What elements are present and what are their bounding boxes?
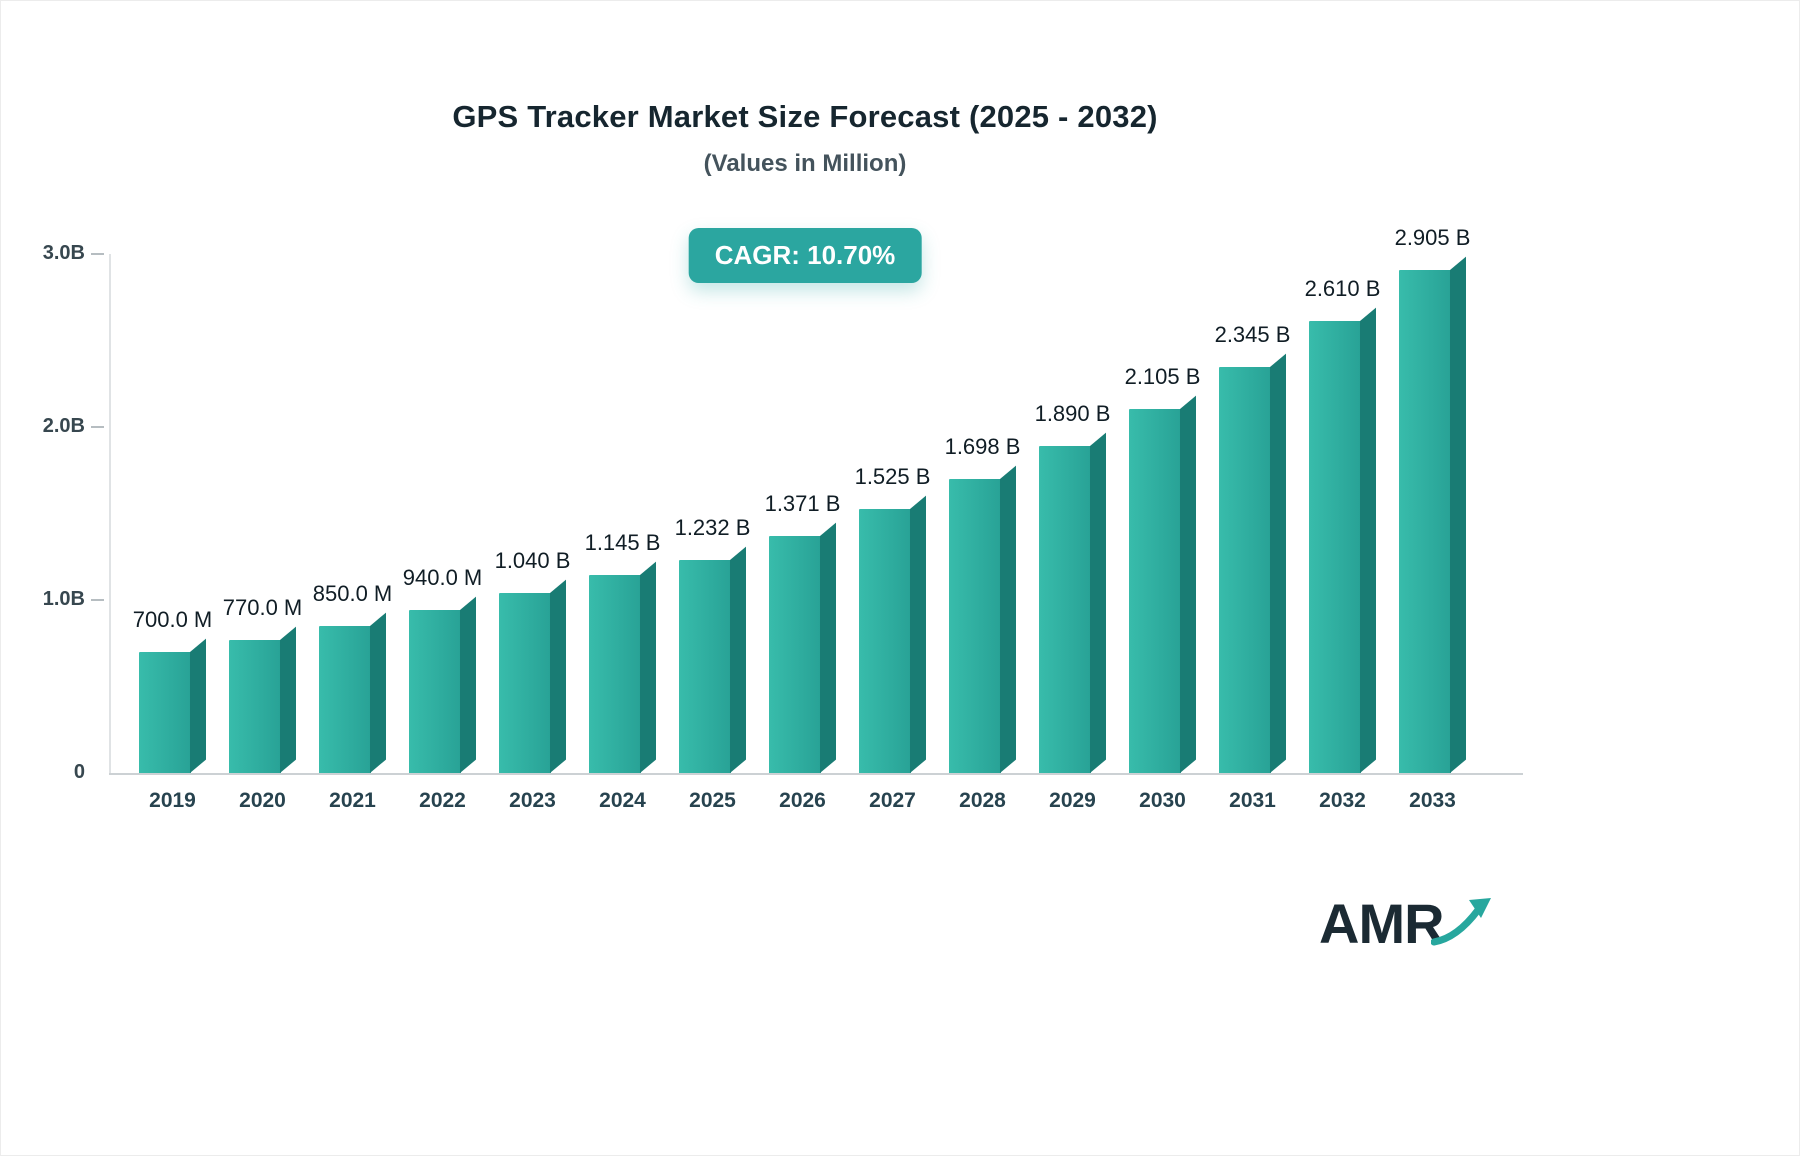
bar-front xyxy=(229,639,281,773)
x-axis-label: 2026 xyxy=(779,789,826,812)
amr-logo-text: AMR xyxy=(1319,892,1445,955)
bar-value-label: 2.345 B xyxy=(1214,322,1291,348)
bar-value-label: 1.145 B xyxy=(584,529,661,555)
bar-value-label: 2.610 B xyxy=(1304,276,1381,302)
bar-side xyxy=(190,638,206,773)
x-axis-label: 2027 xyxy=(869,789,916,812)
bar-side xyxy=(460,596,476,773)
bar-value-label: 1.525 B xyxy=(854,464,931,490)
bar-side xyxy=(910,495,926,773)
x-axis-label: 2033 xyxy=(1409,789,1456,812)
x-axis-label: 2024 xyxy=(599,789,646,812)
bar-side xyxy=(1090,432,1106,773)
chart-title: GPS Tracker Market Size Forecast (2025 -… xyxy=(452,99,1158,134)
bar-front xyxy=(1129,408,1181,773)
x-axis-label: 2030 xyxy=(1139,789,1186,812)
bar-value-label: 940.0 M xyxy=(402,565,483,591)
x-axis-label: 2023 xyxy=(509,789,556,812)
bar-side xyxy=(1450,256,1466,773)
y-axis-line xyxy=(109,254,111,773)
amr-logo: AMR xyxy=(1319,891,1509,961)
bar-front xyxy=(1399,270,1451,773)
bar-front xyxy=(1309,321,1361,773)
y-tick-label: 0 xyxy=(73,761,85,783)
bar-side xyxy=(1270,353,1286,773)
bar-front xyxy=(769,535,821,773)
bar-front xyxy=(679,559,731,773)
bar-value-label: 1.698 B xyxy=(944,434,1021,460)
y-tick-mark xyxy=(91,253,104,255)
bar-front xyxy=(949,479,1001,773)
bar-front xyxy=(409,610,461,773)
bar-value-label: 850.0 M xyxy=(312,580,393,606)
bar-side xyxy=(1360,308,1376,773)
bar-front xyxy=(139,651,191,773)
bar-front xyxy=(1039,446,1091,773)
y-tick-label: 1.0B xyxy=(42,588,85,610)
bar-front xyxy=(499,593,551,773)
bar-value-label: 2.905 B xyxy=(1394,225,1471,251)
bar-value-label: 1.232 B xyxy=(674,514,751,540)
x-axis-label: 2029 xyxy=(1049,789,1096,812)
bar-value-label: 1.371 B xyxy=(764,490,841,516)
y-tick-mark xyxy=(91,426,104,428)
bar-value-label: 700.0 M xyxy=(132,606,213,632)
bar-front xyxy=(859,509,911,773)
x-axis-label: 2020 xyxy=(239,789,286,812)
x-axis-label: 2021 xyxy=(329,789,376,812)
amr-logo-arrow-icon xyxy=(1431,898,1491,946)
bar-front xyxy=(589,574,641,773)
y-tick-mark xyxy=(91,599,104,601)
bar-front xyxy=(319,625,371,773)
bar-side xyxy=(280,626,296,773)
y-tick-label: 2.0B xyxy=(42,415,85,437)
bar-side xyxy=(1000,465,1016,773)
x-axis-label: 2022 xyxy=(419,789,466,812)
x-axis-label: 2028 xyxy=(959,789,1006,812)
bar-value-label: 1.040 B xyxy=(494,548,571,574)
axis-baseline xyxy=(109,773,1523,775)
bar-side xyxy=(550,579,566,773)
bar-value-label: 1.890 B xyxy=(1034,401,1111,427)
cagr-badge: CAGR: 10.70% xyxy=(688,228,922,283)
x-axis-label: 2032 xyxy=(1319,789,1366,812)
x-axis-label: 2025 xyxy=(689,789,736,812)
bar-front xyxy=(1219,367,1271,773)
bar-side xyxy=(820,522,836,773)
bar-value-label: 770.0 M xyxy=(222,594,303,620)
chart-subtitle: (Values in Million) xyxy=(703,150,907,177)
x-axis-label: 2031 xyxy=(1229,789,1276,812)
bar-value-label: 2.105 B xyxy=(1124,363,1201,389)
y-tick-label: 3.0B xyxy=(42,242,85,264)
bar-side xyxy=(730,546,746,773)
bar-side xyxy=(370,612,386,773)
x-axis-label: 2019 xyxy=(149,789,196,812)
bar-side xyxy=(640,561,656,773)
bar-side xyxy=(1180,395,1196,773)
